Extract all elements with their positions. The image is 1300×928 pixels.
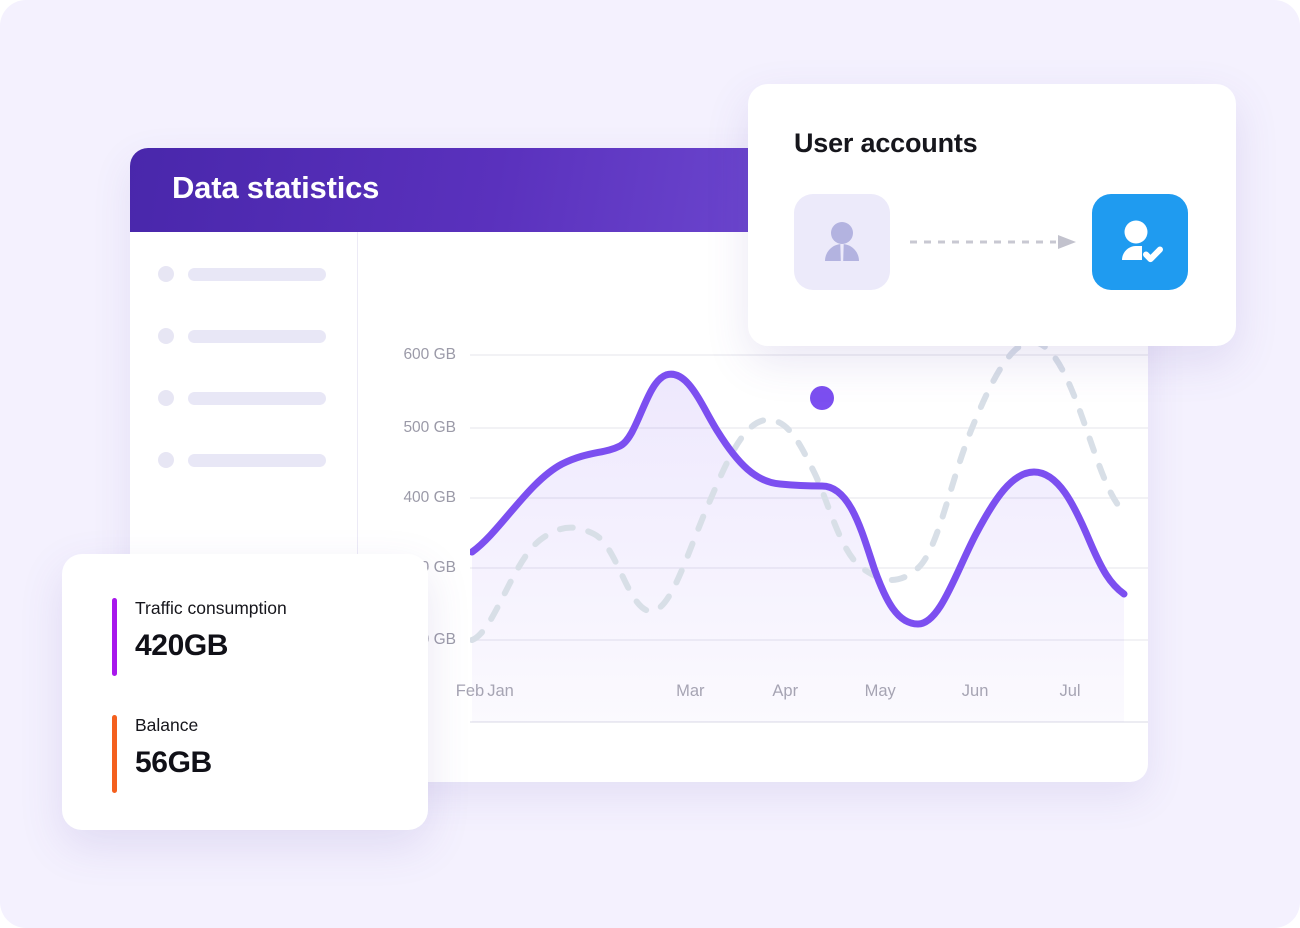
- list-item[interactable]: [158, 452, 357, 468]
- bullet-icon: [158, 390, 174, 406]
- bullet-icon: [158, 328, 174, 344]
- x-tick-label: Mar: [676, 682, 705, 700]
- y-tick-label: 400 GB: [403, 489, 456, 506]
- list-item[interactable]: [158, 266, 357, 282]
- stat-traffic-consumption: Traffic consumption 420GB: [112, 598, 287, 676]
- y-tick-label: 600 GB: [403, 346, 456, 363]
- stat-label: Balance: [135, 715, 199, 735]
- x-tick-label: Jan: [487, 682, 514, 700]
- accent-bar: [112, 598, 117, 676]
- placeholder-bar: [188, 391, 326, 405]
- stat-label: Traffic consumption: [135, 598, 287, 618]
- traffic-stats-card: Traffic consumption 420GB Balance 56GB: [62, 554, 428, 830]
- page-title: Data statistics: [172, 170, 380, 205]
- x-tick-label: May: [864, 682, 896, 700]
- user-verified-icon: [1122, 220, 1163, 263]
- chart-area-fill: [472, 374, 1124, 722]
- bullet-icon: [158, 266, 174, 282]
- placeholder-bar: [188, 267, 326, 281]
- user-accounts-card: User accounts: [748, 84, 1236, 346]
- x-tick-label: Jul: [1059, 682, 1081, 700]
- user-accounts-title: User accounts: [794, 128, 978, 158]
- y-tick-label: 500 GB: [403, 419, 456, 436]
- chart-series-solid: [470, 370, 1128, 628]
- bullet-icon: [158, 452, 174, 468]
- avatar-verified[interactable]: [1092, 194, 1188, 290]
- list-item[interactable]: [158, 328, 357, 344]
- list-item[interactable]: [158, 390, 357, 406]
- dashed-arrow-right-icon: [910, 235, 1076, 249]
- stat-value: 56GB: [135, 746, 212, 779]
- x-tick-label: Apr: [772, 682, 799, 700]
- stat-balance: Balance 56GB: [112, 715, 212, 793]
- placeholder-bar: [188, 329, 326, 343]
- x-tick-label: Jun: [961, 682, 989, 700]
- placeholder-bar: [188, 453, 326, 467]
- chart-data-point[interactable]: [805, 381, 839, 415]
- accent-bar: [112, 715, 117, 793]
- chart-x-axis: Jan Feb Mar Apr May Jun Jul: [456, 682, 1148, 704]
- avatar[interactable]: [794, 194, 890, 290]
- x-tick-label: Feb: [455, 682, 485, 700]
- sidebar-skeleton-list: [130, 232, 358, 782]
- stat-value: 420GB: [135, 629, 229, 662]
- user-icon: [825, 222, 859, 261]
